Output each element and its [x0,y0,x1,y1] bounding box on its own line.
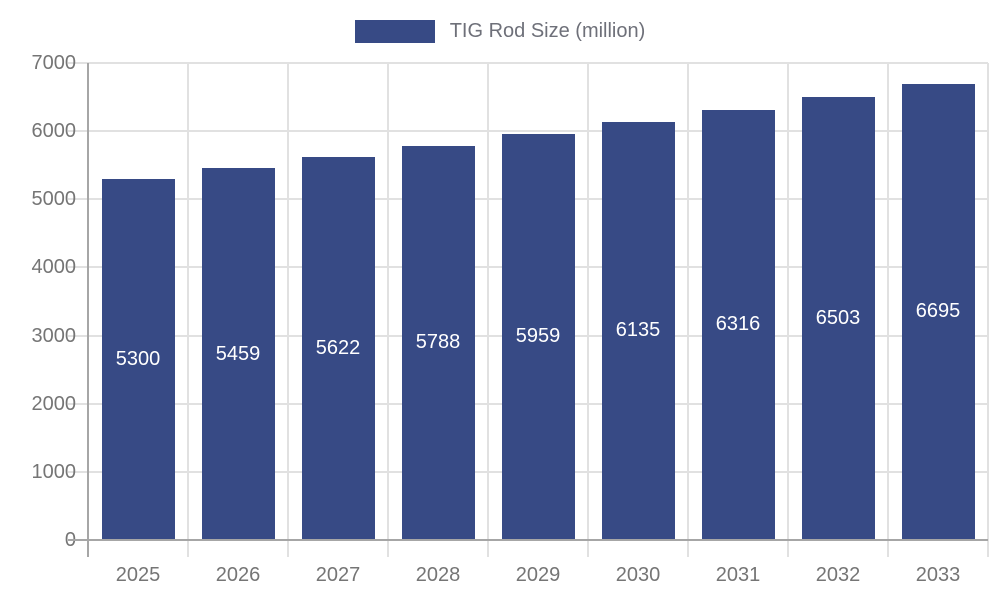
x-tick-label: 2031 [715,564,761,586]
x-tick-label: 2032 [815,564,861,586]
gridline-horizontal [68,130,988,133]
gridline-horizontal [68,62,988,64]
legend-label: TIG Rod Size (million) [449,19,646,42]
bar-value-label: 5959 [515,325,561,348]
plot-area: 5300 5459 5622 5788 5959 6135 6316 6503 6695 [68,62,989,557]
bar-2032[interactable]: 6503 [801,96,875,540]
bar-value-label: 6695 [915,300,961,323]
gridline-vertical [987,63,989,557]
bar-2033[interactable]: 6695 [901,83,975,540]
y-tick-label: 5000 [31,188,77,211]
gridline-vertical [787,63,789,557]
bar-value-label: 5788 [415,331,461,354]
bar-value-label: 5459 [215,342,261,365]
bar-2029[interactable]: 5959 [501,133,575,540]
bar-value-label: 6135 [615,319,661,342]
bar-value-label: 5300 [115,347,161,370]
y-tick-label: 7000 [31,52,77,74]
legend-swatch [354,19,435,43]
bar-2026[interactable]: 5459 [201,168,275,540]
y-axis-line [87,63,89,557]
gridline-vertical [587,63,589,557]
x-tick-label: 2028 [415,564,461,586]
bar-2025[interactable]: 5300 [101,178,175,540]
gridline-vertical [387,63,389,557]
x-tick-label: 2027 [315,564,361,586]
bar-2027[interactable]: 5622 [301,156,375,540]
y-axis-labels: 0 1000 2000 3000 4000 5000 6000 7000 [0,0,77,600]
y-tick-label: 4000 [31,256,77,279]
x-tick-label: 2025 [115,564,161,586]
y-tick-label: 6000 [31,120,77,143]
bar-2030[interactable]: 6135 [601,121,675,540]
x-tick-label: 2033 [915,564,961,586]
y-tick-label: 0 [0,528,76,552]
gridline-vertical [687,63,689,557]
y-tick-label: 2000 [31,392,77,415]
bar-value-label: 6316 [715,313,761,336]
gridline-vertical [887,63,889,557]
gridline-vertical [187,63,189,557]
bar-2028[interactable]: 5788 [401,145,475,540]
x-axis-labels: 2025 2026 2027 2028 2029 2030 2031 2032 2033 [88,540,988,600]
x-tick-label: 2030 [615,564,661,586]
legend[interactable]: TIG Rod Size (million) [0,15,1000,47]
y-tick-label: 3000 [31,324,77,347]
x-axis-line [68,539,988,541]
x-tick-label: 2026 [215,564,261,586]
bar-value-label: 5622 [315,336,361,359]
y-tick-label: 1000 [31,460,77,483]
gridline-vertical [287,63,289,557]
bar-value-label: 6503 [815,306,861,329]
x-tick-label: 2029 [515,564,561,586]
bar-2031[interactable]: 6316 [701,109,775,540]
gridline-vertical [487,63,489,557]
